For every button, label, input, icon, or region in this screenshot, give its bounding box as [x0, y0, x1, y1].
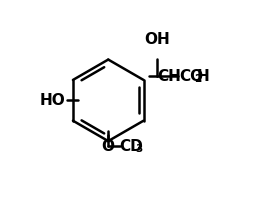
Text: O: O [102, 139, 115, 154]
Text: 3: 3 [135, 144, 143, 154]
Text: H: H [196, 69, 209, 84]
Text: CH: CH [157, 69, 181, 84]
Text: HO: HO [40, 93, 65, 108]
Text: OH: OH [144, 32, 170, 47]
Text: CD: CD [120, 139, 144, 154]
Text: CO: CO [179, 69, 204, 84]
Text: 2: 2 [194, 74, 202, 84]
